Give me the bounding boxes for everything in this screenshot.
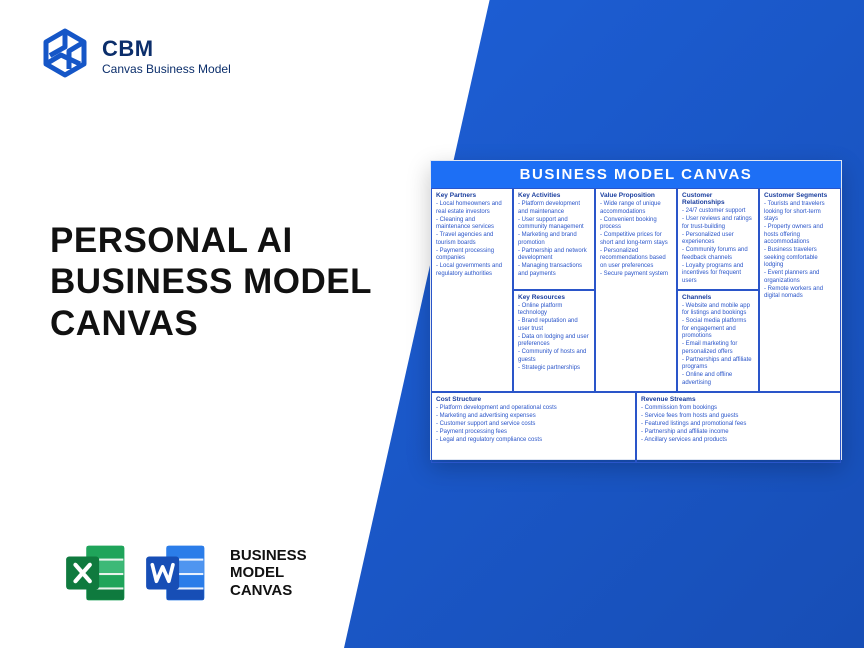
canvas-grid: Key Partners Local homeowners and real e… [431,188,841,463]
canvas-preview-card: BUSINESS MODEL CANVAS Key Partners Local… [430,160,842,460]
brand-logo-icon [40,28,90,83]
excel-icon [62,540,128,606]
cell-key-resources: Key Resources Online platform technology… [513,290,595,392]
list-item: Customer support and service costs [436,421,631,429]
list-item: Remote workers and digital nomads [764,286,836,301]
list-item: Data on lodging and user preferences [518,334,590,349]
list-item: Email marketing for personalized offers [682,341,754,356]
list-item: Personalized user experiences [682,232,754,247]
footer-label: BUSINESS MODEL CANVAS [230,547,307,599]
list-item: Convenient booking process [600,217,672,232]
list-item: Platform development and operational cos… [436,405,631,413]
list-item: Marketing and brand promotion [518,232,590,247]
list-item: Travel agencies and tourism boards [436,232,508,247]
word-icon [142,540,208,606]
list-item: User reviews and ratings for trust-build… [682,216,754,231]
list-item: Online platform technology [518,303,590,318]
list-item: Strategic partnerships [518,365,590,373]
list-item: Secure payment system [600,271,672,279]
brand-subtitle: Canvas Business Model [102,62,231,76]
list-item: Tourists and travelers looking for short… [764,201,836,224]
list-item: Payment processing companies [436,248,508,263]
list-item: Competitive prices for short and long-te… [600,232,672,247]
headline-line-1: PERSONAL AI [50,221,293,260]
brand-abbr: CBM [102,36,231,62]
list-item: Service fees from hosts and guests [641,413,836,421]
list-item: Community forums and feedback channels [682,247,754,262]
list-item: Partnership and affiliate income [641,429,836,437]
headline-line-2: BUSINESS MODEL [50,262,372,301]
footer-icons: BUSINESS MODEL CANVAS [62,540,307,606]
list-item: Payment processing fees [436,429,631,437]
list-item: Loyalty programs and incentives for freq… [682,263,754,286]
cell-key-activities: Key Activities Platform development and … [513,188,595,290]
page-headline: PERSONAL AI BUSINESS MODEL CANVAS [50,220,372,344]
list-item: Local governments and regulatory authori… [436,263,508,278]
list-item: Wide range of unique accommodations [600,201,672,216]
list-item: Event planners and organizations [764,270,836,285]
list-item: Commission from bookings [641,405,836,413]
cell-channels: Channels Website and mobile app for list… [677,290,759,392]
list-item: Ancillary services and products [641,437,836,445]
list-item: Cleaning and maintenance services [436,217,508,232]
list-item: Partnership and network development [518,248,590,263]
list-item: Local homeowners and real estate investo… [436,201,508,216]
list-item: Featured listings and promotional fees [641,421,836,429]
list-item: Marketing and advertising expenses [436,413,631,421]
list-item: Platform development and maintenance [518,201,590,216]
list-item: Property owners and hosts offering accom… [764,224,836,247]
cell-value-proposition: Value Proposition Wide range of unique a… [595,188,677,392]
list-item: Community of hosts and guests [518,349,590,364]
brand-logo-block: CBM Canvas Business Model [40,28,231,83]
headline-line-3: CANVAS [50,304,198,343]
cell-cost-structure: Cost Structure Platform development and … [431,392,636,463]
list-item: Business travelers seeking comfortable l… [764,247,836,270]
list-item: Partnerships and affiliate programs [682,357,754,372]
list-item: Personalized recommendations based on us… [600,248,672,271]
canvas-title: BUSINESS MODEL CANVAS [431,161,841,188]
list-item: Website and mobile app for listings and … [682,303,754,318]
list-item: Managing transactions and payments [518,263,590,278]
cell-revenue-streams: Revenue Streams Commission from bookings… [636,392,841,463]
cell-customer-segments: Customer Segments Tourists and travelers… [759,188,841,392]
cell-customer-relationships: Customer Relationships 24/7 customer sup… [677,188,759,290]
list-item: Brand reputation and user trust [518,318,590,333]
cell-key-partners: Key Partners Local homeowners and real e… [431,188,513,392]
list-item: 24/7 customer support [682,208,754,216]
list-item: Legal and regulatory compliance costs [436,437,631,445]
list-item: Social media platforms for engagement an… [682,318,754,341]
list-item: User support and community management [518,217,590,232]
list-item: Online and offline advertising [682,372,754,387]
